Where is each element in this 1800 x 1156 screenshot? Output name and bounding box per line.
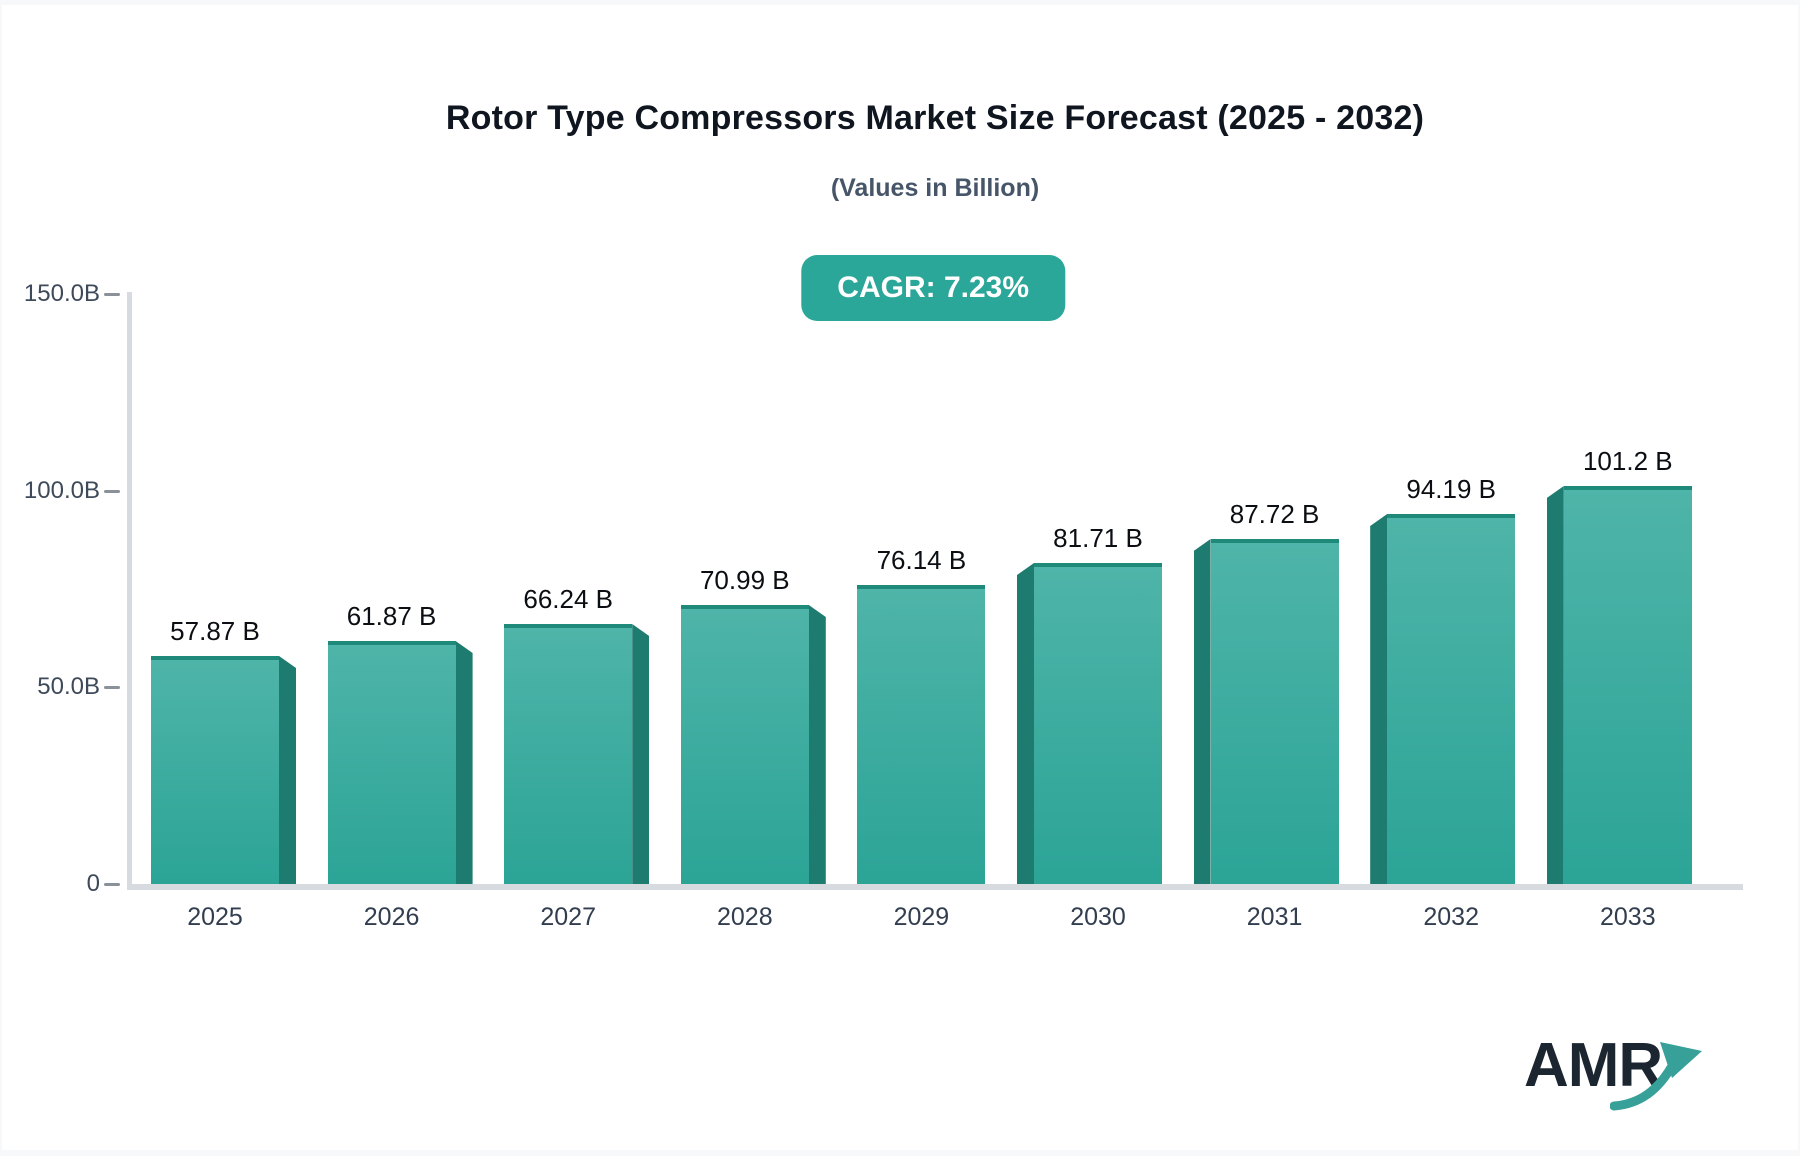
bar-value-label: 57.87 B xyxy=(170,616,260,646)
bar-side-face xyxy=(1193,539,1211,884)
bar xyxy=(857,585,986,884)
bar xyxy=(1210,539,1339,884)
chart-title: Rotor Type Compressors Market Size Forec… xyxy=(445,99,1425,137)
y-tick-label: 150.0B xyxy=(23,280,100,308)
x-axis-label: 2030 xyxy=(1070,903,1126,931)
page-edge-left xyxy=(0,0,2,1156)
amr-logo: AMR xyxy=(1524,1030,1724,1120)
bar-side-face xyxy=(808,605,826,884)
x-axis-label: 2027 xyxy=(540,903,596,931)
y-axis-line xyxy=(127,292,132,884)
x-axis-label: 2032 xyxy=(1423,903,1479,931)
x-axis-line xyxy=(127,884,1743,890)
bar-side-face xyxy=(1017,563,1034,884)
growth-arrow-icon xyxy=(1610,1042,1702,1111)
bar-value-label: 81.71 B xyxy=(1053,523,1143,553)
bar-side-face xyxy=(632,624,650,884)
bar xyxy=(151,656,279,884)
x-axis-label: 2025 xyxy=(187,903,243,931)
bar-side-face xyxy=(279,656,296,884)
y-tick-label: 100.0B xyxy=(23,476,100,504)
cagr-badge: CAGR: 7.23% xyxy=(801,255,1066,321)
bar xyxy=(327,641,456,884)
y-tick-label: 0 xyxy=(86,870,100,897)
x-axis-label: 2031 xyxy=(1246,903,1303,931)
bar xyxy=(504,624,633,884)
bar xyxy=(1387,514,1516,884)
x-axis-label: 2033 xyxy=(1599,903,1656,931)
page-edge-top xyxy=(0,0,1800,5)
bar-value-label: 66.24 B xyxy=(523,584,613,614)
page-edge-right xyxy=(1798,0,1800,1156)
bar-value-label: 70.99 B xyxy=(699,565,790,595)
bar xyxy=(1563,486,1692,884)
bar-value-label: 87.72 B xyxy=(1229,499,1320,529)
bar-side-face xyxy=(1546,486,1564,884)
bar xyxy=(680,605,809,884)
bar-value-label: 76.14 B xyxy=(876,545,967,575)
bar-side-face xyxy=(1370,514,1388,884)
bar-value-label: 61.87 B xyxy=(346,601,437,631)
x-axis-label: 2029 xyxy=(893,903,950,931)
chart-subtitle: (Values in Billion) xyxy=(830,174,1040,202)
bar-value-label: 101.2 B xyxy=(1582,446,1673,476)
page-edge-bottom xyxy=(0,1150,1800,1156)
y-tick-mark xyxy=(104,883,120,886)
bar-value-label: 94.19 B xyxy=(1406,474,1496,504)
bar-side-face xyxy=(455,641,473,884)
x-axis-label: 2028 xyxy=(716,903,773,931)
x-axis-label: 2026 xyxy=(363,903,420,931)
amr-logo-text: AMR xyxy=(1524,1031,1663,1100)
y-tick-label: 50.0B xyxy=(37,673,100,701)
y-tick-mark xyxy=(104,293,120,297)
y-tick-mark xyxy=(104,489,120,493)
bar xyxy=(1034,563,1162,884)
y-tick-mark xyxy=(104,686,120,690)
